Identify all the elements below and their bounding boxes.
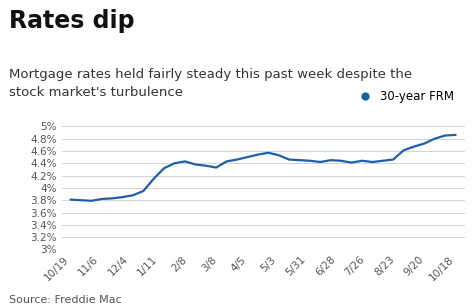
Text: Mortgage rates held fairly steady this past week despite the
stock market's turb: Mortgage rates held fairly steady this p… (9, 68, 412, 99)
Text: Rates dip: Rates dip (9, 9, 135, 33)
Text: Source: Freddie Mac: Source: Freddie Mac (9, 295, 122, 305)
Legend: 30-year FRM: 30-year FRM (348, 85, 459, 108)
